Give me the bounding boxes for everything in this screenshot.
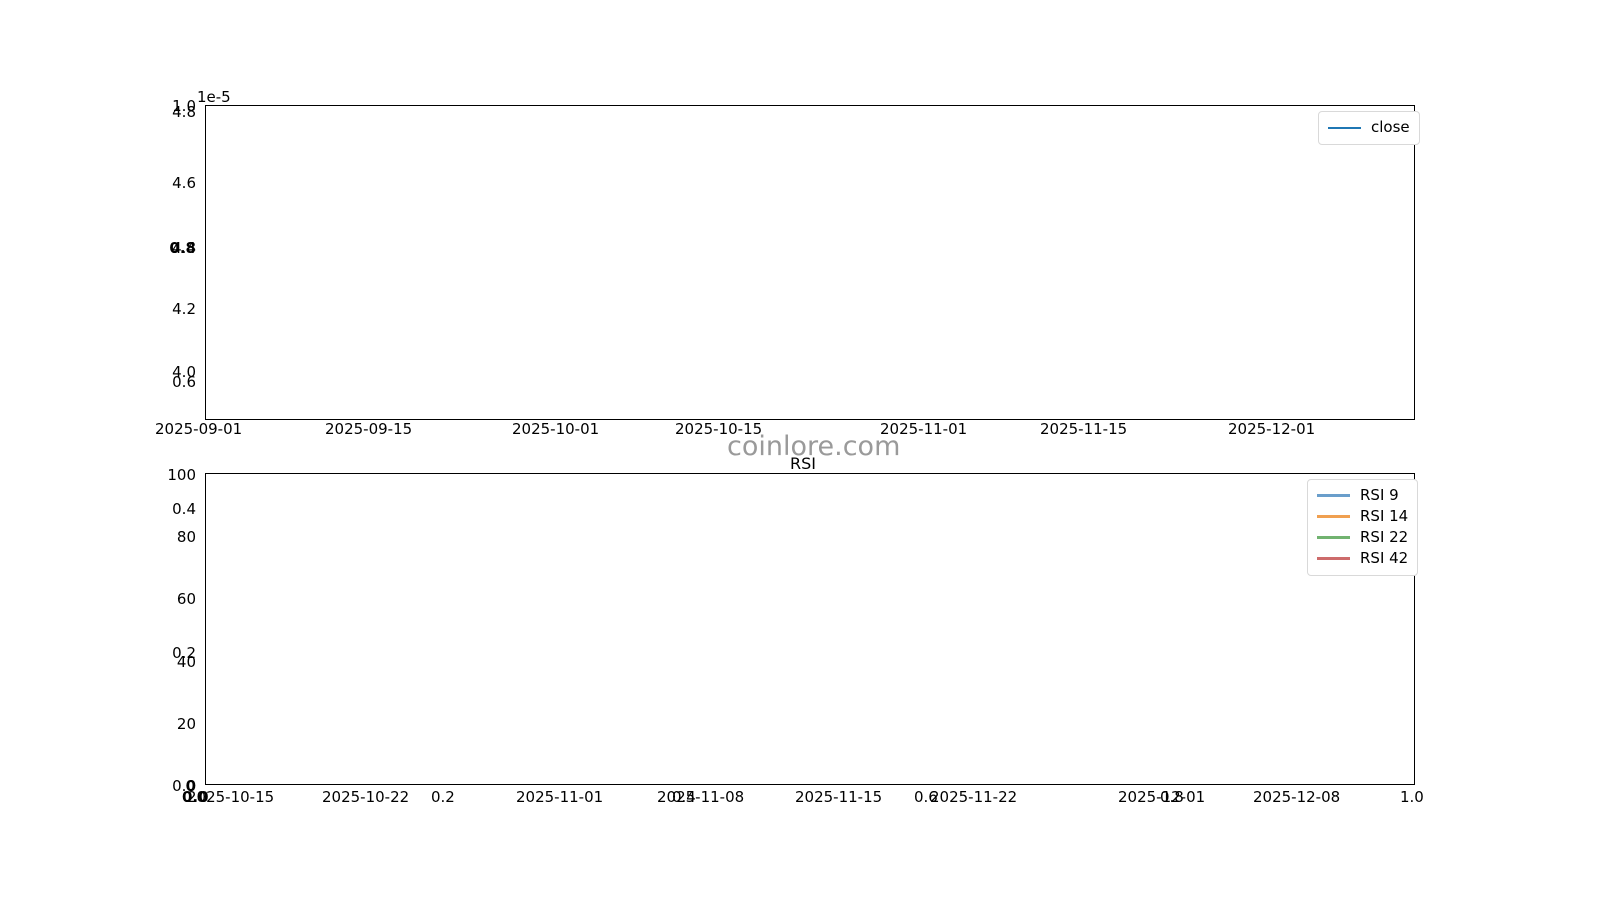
close-line-swatch xyxy=(1328,126,1361,129)
legend-label-rsi-42: RSI 42 xyxy=(1360,549,1409,567)
rsi-xtick-2025-11-15: 2025-11-15 xyxy=(795,788,883,806)
legend-label-rsi-9: RSI 9 xyxy=(1360,486,1399,504)
price-overlay-ytick-1.0: 1.0 xyxy=(172,97,196,115)
rsi-42-line-swatch xyxy=(1317,557,1350,560)
rsi-overlay-xtick-0.6: 0.6 xyxy=(914,788,938,806)
rsi-overlay-ytick-0.4: 0.4 xyxy=(172,500,196,518)
rsi-xtick-2025-10-22: 2025-10-22 xyxy=(322,788,410,806)
price-ytick-4.6: 4.6 xyxy=(172,174,196,192)
rsi-ytick-20: 20 xyxy=(176,715,196,733)
price-xtick-2025-09-01: 2025-09-01 xyxy=(155,420,243,438)
price-xtick-2025-11-15: 2025-11-15 xyxy=(1040,420,1128,438)
rsi-ytick-40: 40 xyxy=(176,653,196,671)
rsi-xtick-2025-11-22: 2025-11-22 xyxy=(930,788,1018,806)
rsi-overlay-xtick-1.0: 1.0 xyxy=(1400,788,1424,806)
legend-item-rsi-42[interactable]: RSI 42 xyxy=(1317,548,1408,569)
price-plot-background xyxy=(205,105,1415,420)
watermark-coinlore: coinlore.com xyxy=(727,431,901,462)
rsi-14-line-swatch xyxy=(1317,515,1350,518)
rsi-ytick-80: 80 xyxy=(176,528,196,546)
rsi-legend[interactable]: RSI 9 RSI 14 RSI 22 RSI 42 xyxy=(1307,479,1419,576)
rsi-xtick-2025-12-01: 2025-12-01 xyxy=(1118,788,1206,806)
rsi-xtick-2025-12-08: 2025-12-08 xyxy=(1253,788,1341,806)
price-ytick-4.8: 4.8 xyxy=(172,103,196,121)
legend-item-rsi-14[interactable]: RSI 14 xyxy=(1317,506,1408,527)
rsi-xtick-2025-11-08: 2025-11-08 xyxy=(657,788,745,806)
rsi-chart-title: RSI xyxy=(790,454,816,473)
rsi-overlay-ytick-0.0: 0.0 xyxy=(172,777,196,795)
legend-label-close: close xyxy=(1371,118,1410,136)
price-overlay-ytick-0.6: 0.6 xyxy=(172,373,196,391)
price-xtick-2025-12-01: 2025-12-01 xyxy=(1228,420,1316,438)
rsi-ytick-0: 0 xyxy=(185,777,196,795)
rsi-plot-background xyxy=(205,473,1415,785)
legend-label-rsi-14: RSI 14 xyxy=(1360,507,1409,525)
price-xtick-2025-10-15: 2025-10-15 xyxy=(675,420,763,438)
rsi-overlay-xtick-0.2: 0.2 xyxy=(431,788,455,806)
price-ytick-4.2: 4.2 xyxy=(172,300,196,318)
legend-label-rsi-22: RSI 22 xyxy=(1360,528,1409,546)
rsi-overlay-xtick-0.4: 0.4 xyxy=(672,788,696,806)
price-xtick-2025-10-01: 2025-10-01 xyxy=(512,420,600,438)
rsi-ytick-100: 100 xyxy=(167,466,196,484)
rsi-22-line-swatch xyxy=(1317,536,1350,539)
rsi-xtick-2025-10-15: 2025-10-15 xyxy=(187,788,275,806)
rsi-chart-panel xyxy=(205,473,1415,785)
price-xtick-2025-09-15: 2025-09-15 xyxy=(325,420,413,438)
legend-item-rsi-9[interactable]: RSI 9 xyxy=(1317,485,1408,506)
rsi-overlay-xtick-0.8: 0.8 xyxy=(1160,788,1184,806)
rsi-overlay-xtick-0.0: 0.0 xyxy=(182,788,209,806)
price-ytick-4.0: 4.0 xyxy=(172,363,196,381)
price-xtick-2025-11-01: 2025-11-01 xyxy=(880,420,968,438)
price-y-offset-label: 1e-5 xyxy=(197,88,231,106)
rsi-overlay-ytick-0.2: 0.2 xyxy=(172,644,196,662)
legend-item-rsi-22[interactable]: RSI 22 xyxy=(1317,527,1408,548)
rsi-9-line-swatch xyxy=(1317,494,1350,497)
price-chart-panel xyxy=(205,105,1415,420)
price-ytick-4.4: 4.4 xyxy=(172,239,196,257)
rsi-ytick-60: 60 xyxy=(176,590,196,608)
price-legend[interactable]: close xyxy=(1318,111,1420,145)
legend-item-close[interactable]: close xyxy=(1328,117,1410,138)
rsi-xtick-2025-11-01: 2025-11-01 xyxy=(516,788,604,806)
price-overlay-ytick-0.8: 0.8 xyxy=(169,239,196,257)
